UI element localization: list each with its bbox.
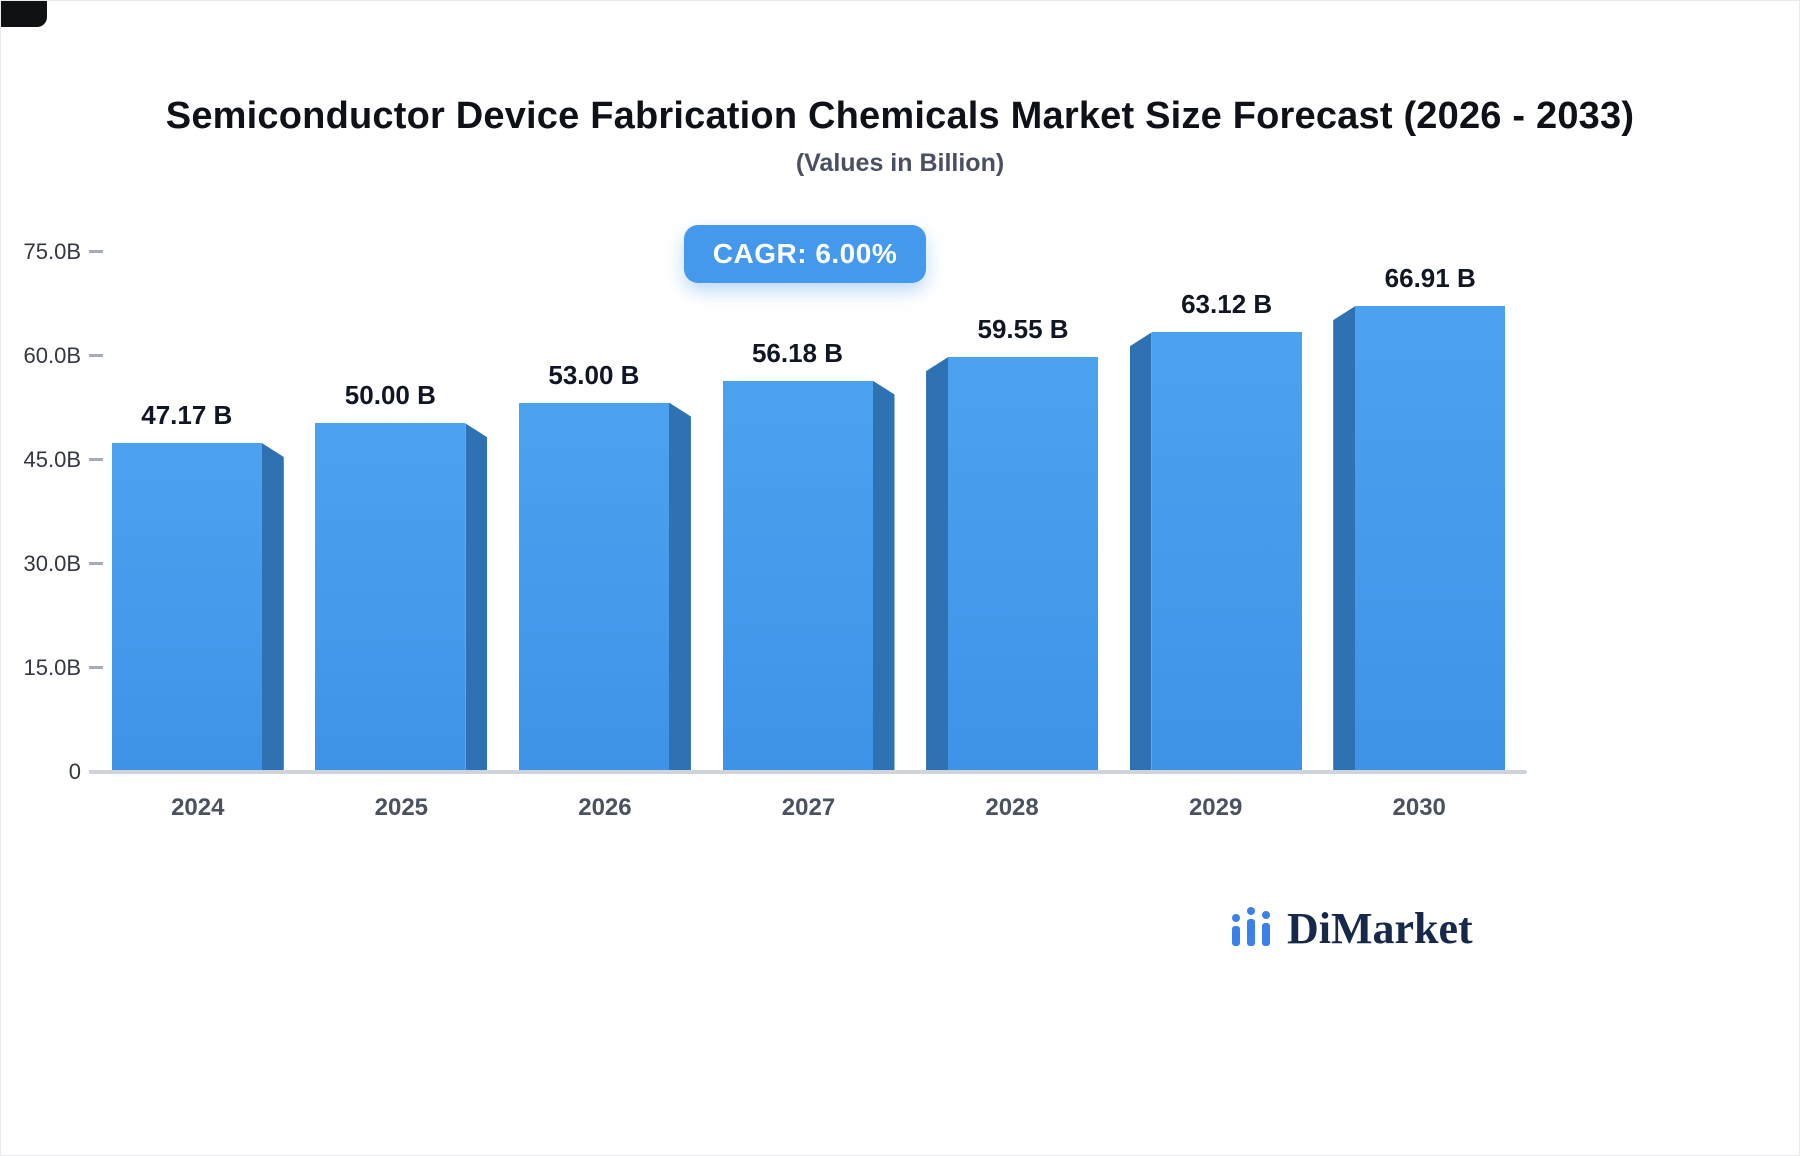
bar — [315, 423, 466, 770]
bar-3d-side — [872, 380, 895, 770]
y-tick-label: 45.0B — [23, 447, 82, 472]
x-axis-category-label: 2026 — [578, 794, 632, 821]
y-tick-label: 60.0B — [23, 343, 82, 368]
brand-logo: DiMarket — [1229, 904, 1473, 951]
bar-3d-side — [1129, 332, 1152, 770]
cagr-badge-label: CAGR: 6.00% — [712, 238, 898, 269]
y-tick-mark — [89, 354, 103, 357]
chart-title: Semiconductor Device Fabrication Chemica… — [165, 95, 1635, 137]
bar-value-label: 59.55 B — [977, 314, 1069, 345]
bar — [948, 357, 1099, 770]
y-tick-mark — [89, 458, 103, 461]
corner-artifact — [1, 1, 47, 27]
bar — [1151, 332, 1302, 770]
bar-3d-side — [668, 402, 691, 770]
x-axis-category-label: 2028 — [985, 794, 1039, 821]
bar-value-label: 56.18 B — [751, 337, 844, 368]
x-axis-category-label: 2025 — [374, 794, 429, 821]
brand-name: DiMarket — [1287, 904, 1473, 953]
bar-3d-side — [465, 423, 488, 770]
y-tick-mark — [89, 250, 103, 253]
x-axis-category-label: 2024 — [171, 794, 225, 821]
bar-value-label: 50.00 B — [344, 380, 436, 411]
bar-value-label: 53.00 B — [548, 359, 640, 390]
y-tick-label: 15.0B — [23, 655, 82, 680]
y-tick-label: 0 — [68, 759, 81, 784]
y-tick-label: 30.0B — [23, 551, 82, 576]
x-axis-category-label: 2030 — [1392, 794, 1446, 821]
x-axis-category-label: 2029 — [1188, 794, 1243, 821]
chart-subtitle: (Values in Billion) — [795, 149, 1005, 177]
bar — [111, 442, 262, 770]
y-tick-mark — [89, 562, 103, 565]
bar — [518, 402, 669, 770]
bar — [722, 380, 873, 770]
bar-value-label: 63.12 B — [1181, 289, 1273, 320]
y-tick-mark — [89, 666, 103, 669]
x-axis-line — [89, 770, 1527, 774]
bar-value-label: 66.91 B — [1384, 263, 1476, 294]
brand-bars-icon — [1229, 904, 1275, 951]
bar-3d-side — [926, 357, 949, 770]
cagr-badge: CAGR: 6.00% — [684, 225, 926, 283]
x-axis-category-label: 2027 — [781, 794, 836, 821]
bar — [1355, 306, 1506, 770]
y-tick-label: 75.0B — [23, 239, 82, 264]
bar-3d-side — [1333, 306, 1356, 770]
bar-3d-side — [261, 442, 284, 770]
bar-value-label: 47.17 B — [141, 399, 233, 430]
